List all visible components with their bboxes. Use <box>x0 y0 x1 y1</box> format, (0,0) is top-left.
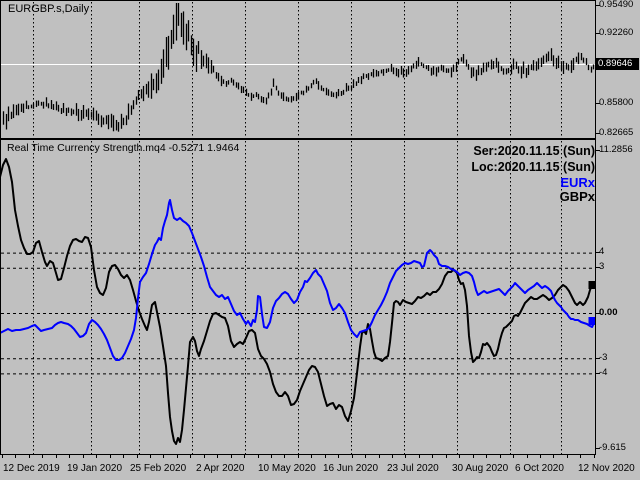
indicator-axis-label: -9.615 <box>599 442 626 453</box>
price-axis-label: 0.85800 <box>599 97 634 108</box>
time-axis-label: 19 Jan 2020 <box>67 463 123 474</box>
legend-eurx: EURx <box>560 175 595 190</box>
indicator-axis-label: 3 <box>599 261 605 272</box>
chart-symbol-title: EURGBP.s,Daily <box>8 3 90 15</box>
indicator-title: Real Time Currency Strength.mq4 -0.5271 … <box>7 142 240 154</box>
time-axis-label: 10 May 2020 <box>258 463 316 474</box>
time-axis-label: 2 Apr 2020 <box>196 463 245 474</box>
indicator-axis-label: 0.00 <box>599 307 618 318</box>
time-axis-label: 23 Jul 2020 <box>387 463 439 474</box>
time-axis-label: 30 Aug 2020 <box>452 463 509 474</box>
indicator-axis-label: -3 <box>599 352 608 363</box>
time-axis-label: 12 Dec 2019 <box>3 463 60 474</box>
price-axis-label: 0.92260 <box>599 27 634 38</box>
current-price-tag: 0.89646 <box>596 58 639 70</box>
server-time-label: Ser:2020.11.15 (Sun) <box>473 144 595 158</box>
price-axis-label: 0.82665 <box>599 127 634 138</box>
time-axis-label: 16 Jun 2020 <box>323 463 379 474</box>
price-axis-label: 0.95490 <box>599 0 634 10</box>
indicator-axis-label: 4 <box>599 246 605 257</box>
indicator-axis-label: -4 <box>599 367 608 378</box>
indicator-axis-label: 11.2856 <box>599 144 633 155</box>
time-axis-label: 6 Oct 2020 <box>515 463 564 474</box>
legend-gbpx: GBPx <box>559 189 595 204</box>
time-axis-label: 25 Feb 2020 <box>130 463 187 474</box>
local-time-label: Loc:2020.11.15 (Sun) <box>471 160 595 174</box>
time-axis-label: 12 Nov 2020 <box>578 463 635 474</box>
